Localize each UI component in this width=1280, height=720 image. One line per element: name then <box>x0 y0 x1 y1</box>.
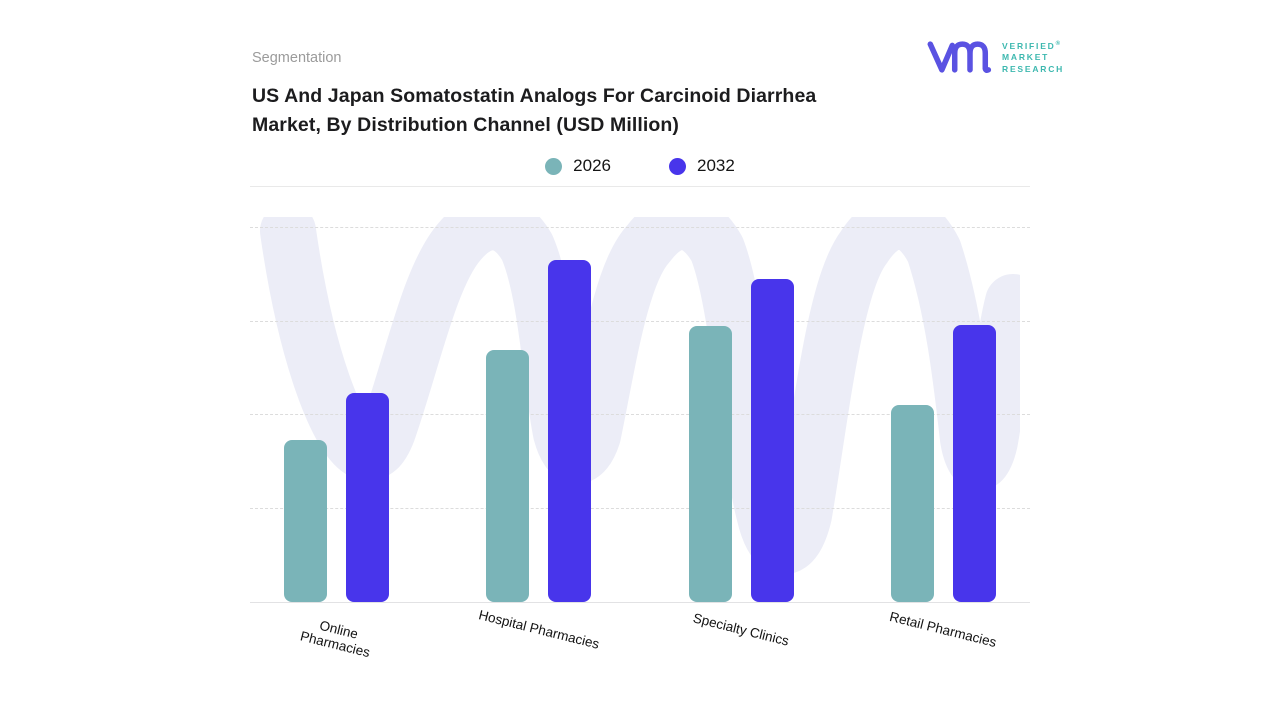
gridline <box>250 227 1030 229</box>
segmentation-label: Segmentation <box>252 50 342 66</box>
legend-item-2026: 2026 <box>545 156 611 176</box>
bar-2026-online-pharmacies <box>284 440 327 602</box>
bar-2032-retail-pharmacies <box>952 325 996 602</box>
chart-title-line1: US And Japan Somatostatin Analogs For Ca… <box>252 85 817 107</box>
x-axis-label-specialty-clinics: Specialty Clinics <box>691 610 791 649</box>
gridline <box>250 507 1030 509</box>
logo-line-market: MARKET <box>1002 52 1050 63</box>
bar-group-specialty-clinics <box>688 279 794 602</box>
bar-2032-specialty-clinics <box>750 279 794 602</box>
x-axis-label-cell: Retail Pharmacies <box>888 608 999 705</box>
legend: 2026 2032 <box>250 156 1030 176</box>
bars-layer <box>250 187 1030 602</box>
gridline <box>250 320 1030 322</box>
gridline <box>250 414 1030 416</box>
bar-group-hospital-pharmacies <box>486 260 592 602</box>
x-axis-labels: Online Pharmacies Hospital Pharmacies Spec… <box>250 607 1030 705</box>
bar-2026-hospital-pharmacies <box>486 350 530 602</box>
x-axis-label-cell: Online Pharmacies <box>284 610 389 705</box>
logo-line-verified: VERIFIED <box>1002 40 1056 51</box>
registered-mark: ® <box>1055 40 1061 47</box>
bar-2032-online-pharmacies <box>346 393 389 602</box>
x-axis-label-online-pharmacies: Online Pharmacies <box>298 617 372 661</box>
x-axis-line <box>250 602 1030 603</box>
x-axis-label-hospital-pharmacies: Hospital Pharmacies <box>476 607 601 652</box>
x-axis-label-cell: Hospital Pharmacies <box>477 607 601 705</box>
legend-label: 2026 <box>573 156 611 175</box>
bar-group-online-pharmacies <box>284 393 389 602</box>
header-divider-line <box>250 186 1030 187</box>
vmr-monogram-icon <box>927 41 992 73</box>
bar-group-retail-pharmacies <box>890 325 996 602</box>
x-axis-label-retail-pharmacies: Retail Pharmacies <box>888 608 999 651</box>
legend-dot-2026 <box>545 157 563 175</box>
legend-dot-2032 <box>669 157 686 175</box>
chart-title-line2: Market, By Distribution Channel (USD Mil… <box>252 114 680 136</box>
vmr-watermark-icon <box>260 217 1020 575</box>
bar-2026-specialty-clinics <box>688 326 732 602</box>
logo-line-research: RESEARCH <box>1002 63 1065 74</box>
chart-title: US And Japan Somatostatin Analogs For Ca… <box>252 82 912 140</box>
legend-label: 2032 <box>697 156 735 175</box>
plot-area <box>250 187 1030 602</box>
bar-2026-retail-pharmacies <box>890 405 934 602</box>
bar-2032-hospital-pharmacies <box>548 260 592 602</box>
legend-item-2032: 2032 <box>669 156 735 176</box>
vmr-logo-text: VERIFIED® MARKET RESEARCH <box>1002 39 1064 75</box>
vmr-logo: VERIFIED® MARKET RESEARCH <box>926 36 1064 78</box>
x-axis-label-cell: Specialty Clinics <box>689 610 794 705</box>
